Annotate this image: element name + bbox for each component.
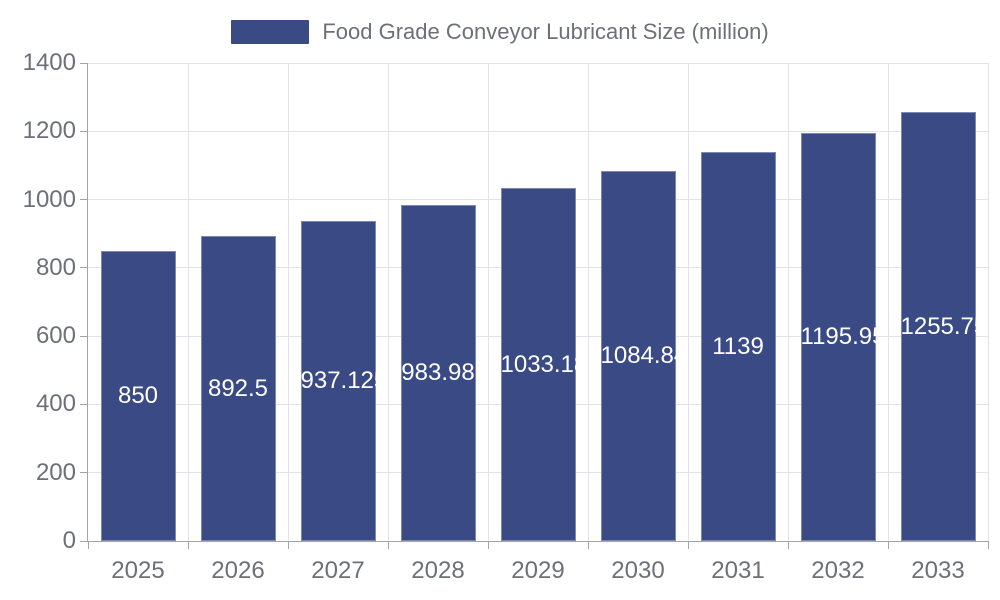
bar-value-label: 1139 — [712, 333, 764, 360]
y-axis-label: 200 — [35, 458, 76, 486]
y-axis-label: 1200 — [22, 117, 76, 145]
y-axis-tick — [80, 199, 88, 201]
bar-value-label: 1033.18 — [500, 351, 576, 378]
x-axis-label: 2029 — [511, 557, 565, 584]
bar-value-label: 1195.95 — [800, 323, 876, 350]
y-axis-label: 600 — [35, 322, 76, 350]
x-axis-label: 2030 — [611, 557, 665, 584]
x-axis-line — [88, 541, 989, 542]
v-gridline — [487, 63, 489, 541]
bar[interactable] — [100, 250, 176, 541]
v-gridline — [887, 63, 889, 541]
x-axis-label: 2027 — [311, 557, 365, 584]
x-axis-tick — [987, 541, 989, 549]
y-axis-tick — [80, 130, 88, 132]
y-axis-tick — [80, 335, 88, 337]
y-axis-tick — [80, 403, 88, 405]
bar[interactable] — [400, 205, 476, 541]
bar-value-label: 983.98 — [401, 360, 475, 387]
v-gridline — [587, 63, 589, 541]
y-axis-label: 400 — [35, 390, 76, 418]
y-axis-label: 800 — [35, 253, 76, 281]
x-axis-tick — [87, 541, 89, 549]
x-axis-label: 2031 — [711, 557, 765, 584]
y-axis-tick — [80, 267, 88, 269]
x-axis-tick — [387, 541, 389, 549]
bar-value-label: 1255.75 — [900, 313, 976, 340]
bar[interactable] — [500, 188, 576, 541]
x-axis-label: 2033 — [911, 557, 965, 584]
bar[interactable] — [900, 112, 976, 541]
bar-value-label: 892.5 — [207, 375, 269, 402]
legend-label: Food Grade Conveyor Lubricant Size (mill… — [322, 19, 769, 44]
x-axis-label: 2028 — [411, 557, 465, 584]
y-axis-line — [87, 63, 88, 541]
v-gridline — [387, 63, 389, 541]
bar[interactable] — [300, 221, 376, 541]
v-gridline — [187, 63, 189, 541]
v-gridline — [287, 63, 289, 541]
x-axis-tick — [287, 541, 289, 549]
legend-item[interactable]: Food Grade Conveyor Lubricant Size (mill… — [0, 19, 1000, 45]
x-axis-tick — [587, 541, 589, 549]
y-axis-label: 1000 — [22, 185, 76, 213]
x-axis-label: 2032 — [811, 557, 865, 584]
y-axis-tick — [80, 472, 88, 474]
bar-value-label: 850 — [117, 382, 159, 409]
x-axis-tick — [187, 541, 189, 549]
v-gridline — [687, 63, 689, 541]
bar[interactable] — [700, 152, 776, 541]
v-gridline — [987, 63, 989, 541]
bar[interactable] — [800, 132, 876, 541]
y-axis-label: 1400 — [22, 49, 76, 76]
legend-swatch — [231, 20, 310, 44]
y-axis-label: 0 — [62, 527, 76, 554]
v-gridline — [787, 63, 789, 541]
bar-value-label: 1084.84 — [600, 342, 676, 369]
y-axis-tick — [80, 62, 88, 64]
x-axis-label: 2025 — [111, 557, 165, 584]
bar[interactable] — [600, 170, 676, 541]
x-axis-tick — [887, 541, 889, 549]
x-axis-tick — [787, 541, 789, 549]
x-axis-tick — [687, 541, 689, 549]
h-gridline — [88, 130, 988, 132]
x-axis-label: 2026 — [211, 557, 265, 584]
h-gridline — [88, 62, 988, 64]
bar[interactable] — [200, 236, 276, 541]
y-axis-tick — [80, 540, 88, 542]
bar-value-label: 937.125 — [300, 368, 376, 395]
x-axis-tick — [487, 541, 489, 549]
